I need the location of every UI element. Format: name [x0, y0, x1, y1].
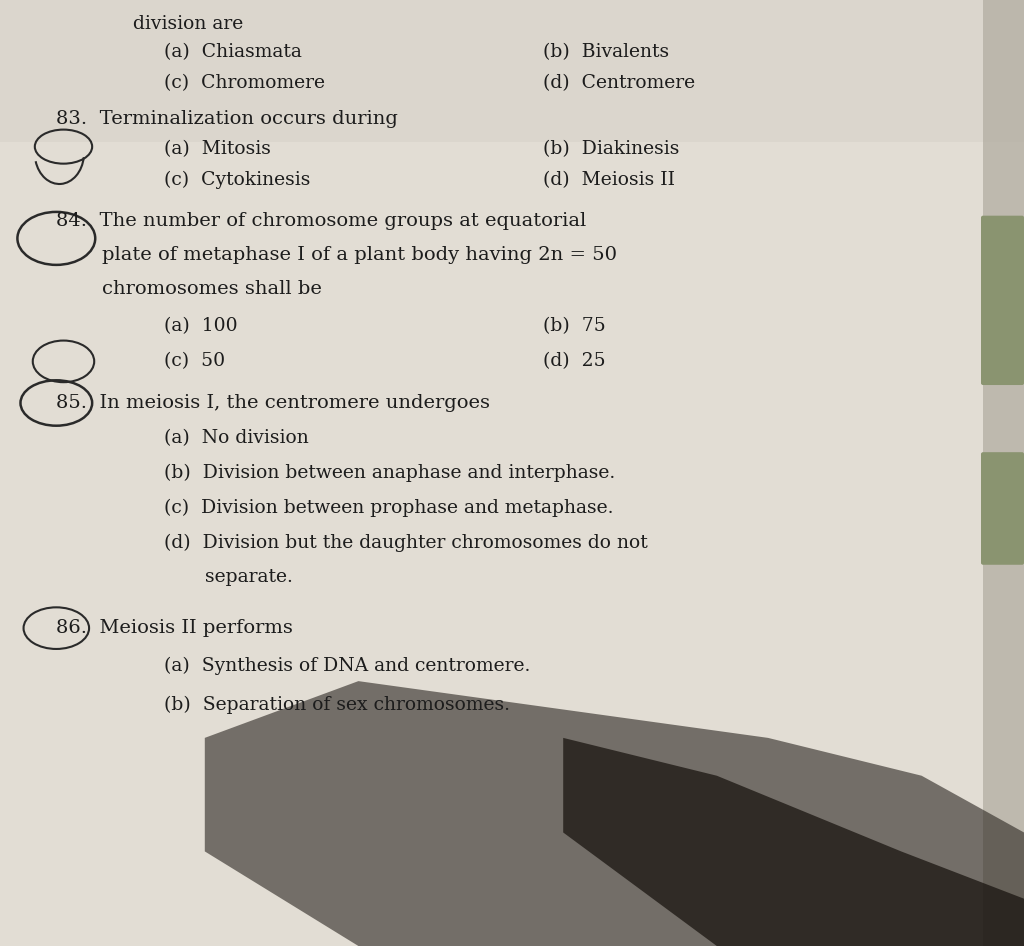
Text: (b)  Division between anaphase and interphase.: (b) Division between anaphase and interp…	[164, 464, 615, 482]
Text: 85.  In meiosis I, the centromere undergoes: 85. In meiosis I, the centromere undergo…	[56, 394, 490, 412]
Bar	[0, 0, 1024, 142]
Text: (c)  50: (c) 50	[164, 352, 225, 371]
Text: (d)  Centromere: (d) Centromere	[543, 74, 695, 93]
Text: (c)  Division between prophase and metaphase.: (c) Division between prophase and metaph…	[164, 499, 613, 517]
Text: (a)  Mitosis: (a) Mitosis	[164, 140, 270, 159]
Text: (a)  Chiasmata: (a) Chiasmata	[164, 43, 302, 61]
Polygon shape	[205, 681, 1024, 946]
FancyBboxPatch shape	[981, 452, 1024, 565]
Text: (c)  Cytokinesis: (c) Cytokinesis	[164, 170, 310, 189]
Text: (a)  100: (a) 100	[164, 317, 238, 336]
Text: (d)  25: (d) 25	[543, 352, 605, 371]
Text: division are: division are	[133, 14, 244, 33]
Bar	[983, 0, 1024, 946]
Text: (a)  Synthesis of DNA and centromere.: (a) Synthesis of DNA and centromere.	[164, 657, 530, 675]
Text: (b)  Bivalents: (b) Bivalents	[543, 43, 669, 61]
Polygon shape	[563, 738, 1024, 946]
Text: (c)  Chromomere: (c) Chromomere	[164, 74, 325, 93]
Text: (d)  Meiosis II: (d) Meiosis II	[543, 170, 675, 189]
FancyBboxPatch shape	[981, 216, 1024, 385]
Text: plate of metaphase I of a plant body having 2n = 50: plate of metaphase I of a plant body hav…	[102, 246, 617, 265]
Text: 84.  The number of chromosome groups at equatorial: 84. The number of chromosome groups at e…	[56, 212, 587, 231]
Text: (b)  Diakinesis: (b) Diakinesis	[543, 140, 679, 159]
Text: 83.  Terminalization occurs during: 83. Terminalization occurs during	[56, 110, 398, 129]
Text: (a)  No division: (a) No division	[164, 429, 308, 447]
Text: separate.: separate.	[205, 568, 293, 587]
Text: (d)  Division but the daughter chromosomes do not: (d) Division but the daughter chromosome…	[164, 534, 647, 552]
Text: 86.  Meiosis II performs: 86. Meiosis II performs	[56, 619, 293, 638]
Text: (b)  75: (b) 75	[543, 317, 605, 336]
Text: (b)  Separation of sex chromosomes.: (b) Separation of sex chromosomes.	[164, 695, 510, 714]
Text: chromosomes shall be: chromosomes shall be	[102, 280, 323, 299]
